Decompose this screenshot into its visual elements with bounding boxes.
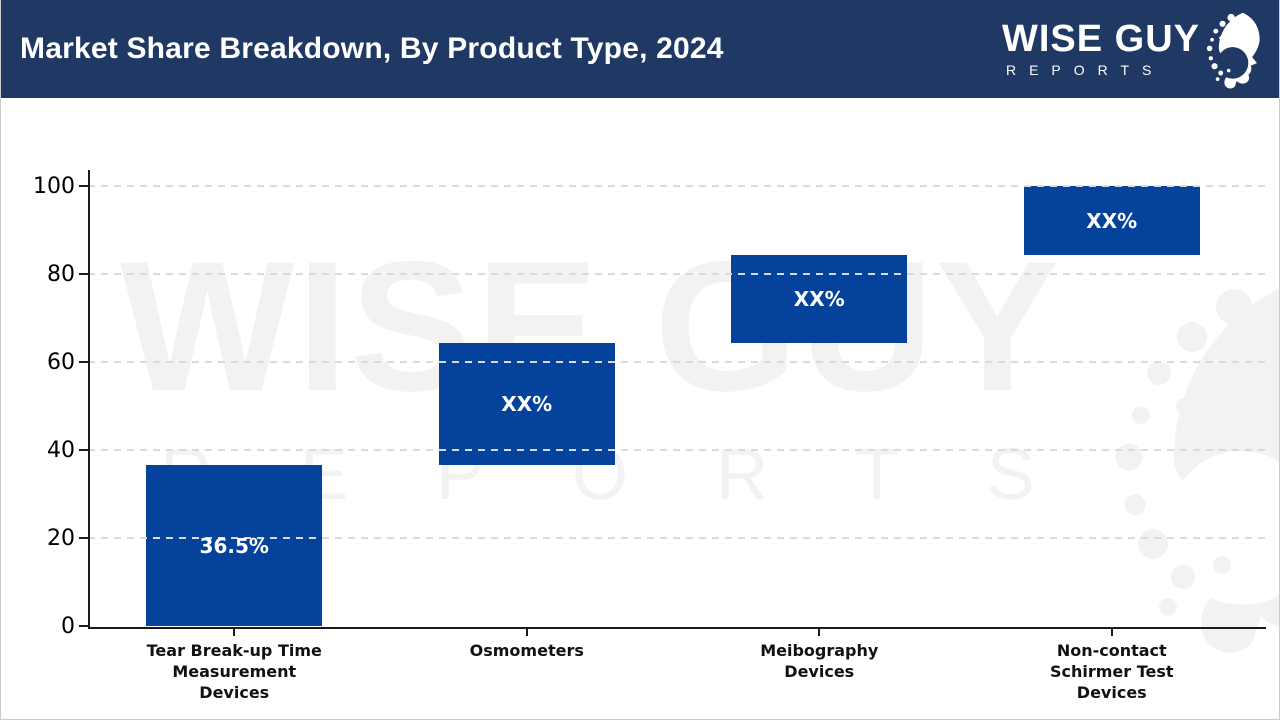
- bar-value-label: XX%: [501, 392, 553, 417]
- bar-segment: [1023, 186, 1200, 256]
- y-tick-mark: [79, 625, 88, 627]
- x-tick-mark: [233, 627, 236, 636]
- gridline: [88, 537, 1266, 539]
- logo-wordmark: WISE GUY REPORTS: [1002, 20, 1200, 78]
- y-tick-mark: [79, 273, 88, 275]
- bar-segment: [438, 343, 615, 466]
- x-axis-line: [88, 627, 1266, 629]
- category-label: Meibography Devices: [760, 641, 879, 681]
- gridline: [88, 361, 1266, 363]
- y-tick-label: 20: [47, 526, 75, 551]
- y-tick-label: 0: [61, 614, 75, 639]
- y-tick-mark: [79, 537, 88, 539]
- bar-value-label: XX%: [793, 287, 845, 312]
- page-title: Market Share Breakdown, By Product Type,…: [20, 32, 724, 65]
- gridline: [88, 273, 1266, 275]
- header-bar: Market Share Breakdown, By Product Type,…: [0, 0, 1280, 98]
- category-label: Non-contact Schirmer Test Devices: [1049, 641, 1174, 702]
- gridline: [88, 185, 1266, 187]
- y-tick-mark: [79, 185, 88, 187]
- bar-segment: [731, 255, 908, 344]
- logo-head-icon: [1206, 12, 1260, 89]
- watermark-line1: WISE GUY: [120, 224, 1062, 430]
- bar-value-label: 36.5%: [199, 533, 269, 558]
- y-tick-label: 80: [47, 262, 75, 287]
- bar-value-label: XX%: [1086, 208, 1138, 233]
- category-label: Tear Break-up Time Measurement Devices: [146, 641, 322, 702]
- y-tick-label: 60: [47, 350, 75, 375]
- y-tick-label: 40: [47, 438, 75, 463]
- gridline: [88, 449, 1266, 451]
- brand-logo: WISE GUY REPORTS: [1002, 9, 1264, 89]
- x-tick-mark: [818, 627, 821, 636]
- x-tick-mark: [1110, 627, 1113, 636]
- y-tick-mark: [79, 449, 88, 451]
- y-tick-label: 100: [33, 174, 75, 199]
- y-tick-mark: [79, 361, 88, 363]
- category-label: Osmometers: [469, 641, 584, 660]
- x-tick-mark: [525, 627, 528, 636]
- watermark-head-icon: [1115, 283, 1280, 653]
- y-axis-line: [88, 170, 90, 629]
- logo-line2: REPORTS: [1005, 62, 1165, 78]
- bar-segment: [146, 465, 323, 626]
- logo-line1: WISE GUY: [1001, 18, 1200, 60]
